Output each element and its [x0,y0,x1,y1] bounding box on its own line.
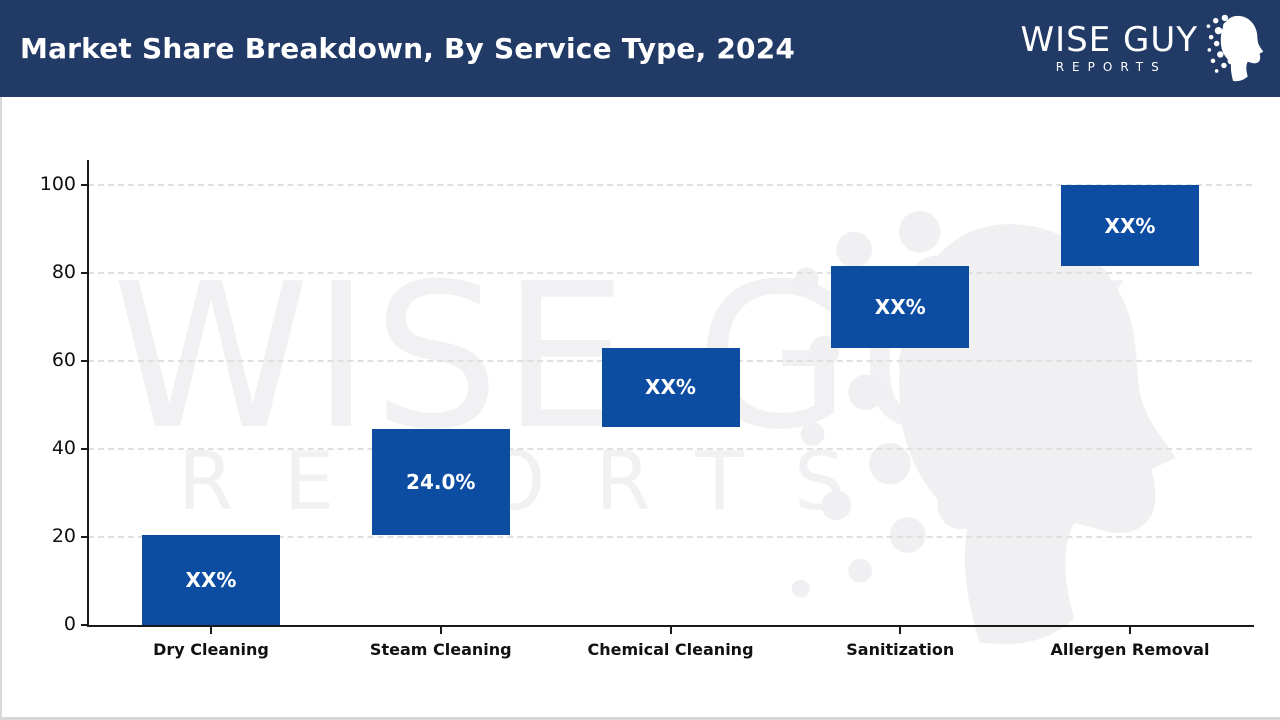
x-axis-tick [899,627,902,634]
y-axis-tick [81,448,88,450]
brand-wordmark: WISE GUY REPORTS [1020,23,1198,74]
y-axis-tick [81,624,88,626]
y-axis-tick [81,536,88,538]
bottom-border [0,717,1280,720]
y-tick-label: 40 [51,437,76,459]
y-tick-label: 60 [51,349,76,371]
gridline [88,536,1252,538]
header: Market Share Breakdown, By Service Type,… [0,0,1280,97]
y-tick-label: 0 [63,613,76,635]
y-tick-label: 20 [51,525,76,547]
left-edge-border [0,97,2,717]
bar-value-label: XX% [185,567,237,592]
x-tick-label: Steam Cleaning [369,640,512,659]
x-tick-label: Allergen Removal [1050,640,1210,659]
y-axis-tick [81,360,88,362]
bar-value-label: XX% [874,295,926,320]
brand-name: WISE GUY [1020,20,1198,60]
gridline [88,272,1252,274]
chart-title: Market Share Breakdown, By Service Type,… [20,32,796,65]
x-tick-label: Dry Cleaning [153,640,269,659]
bar-chemical-cleaning: XX% [601,347,740,427]
brand-subtitle: REPORTS [1055,60,1167,74]
bar-value-label: XX% [645,375,696,400]
y-axis-tick [81,272,88,274]
gridline [88,184,1252,186]
x-axis-tick [439,627,442,634]
bar-value-label: 24.0% [406,469,476,494]
bar-allergen-removal: XX% [1061,185,1199,267]
x-axis-tick [1129,627,1131,634]
x-axis-tick [210,627,212,634]
bar-value-label: XX% [1104,213,1156,238]
brand-face-icon [1206,14,1264,81]
y-axis [87,160,89,627]
y-tick-label: 80 [51,261,76,283]
x-axis-tick [669,627,672,634]
y-axis-tick [81,184,88,186]
bar-sanitization: XX% [831,266,970,348]
x-tick-label: Sanitization [846,640,955,659]
brand-logo: WISE GUY REPORTS [1020,10,1266,88]
bar-dry-cleaning: XX% [142,534,280,625]
bar-steam-cleaning: 24.0% [371,429,510,535]
x-axis [87,625,1254,627]
watermark-subtitle: REPORTS [178,435,895,528]
y-tick-label: 100 [39,173,76,195]
gridline [88,448,1252,450]
x-tick-label: Chemical Cleaning [587,640,754,659]
